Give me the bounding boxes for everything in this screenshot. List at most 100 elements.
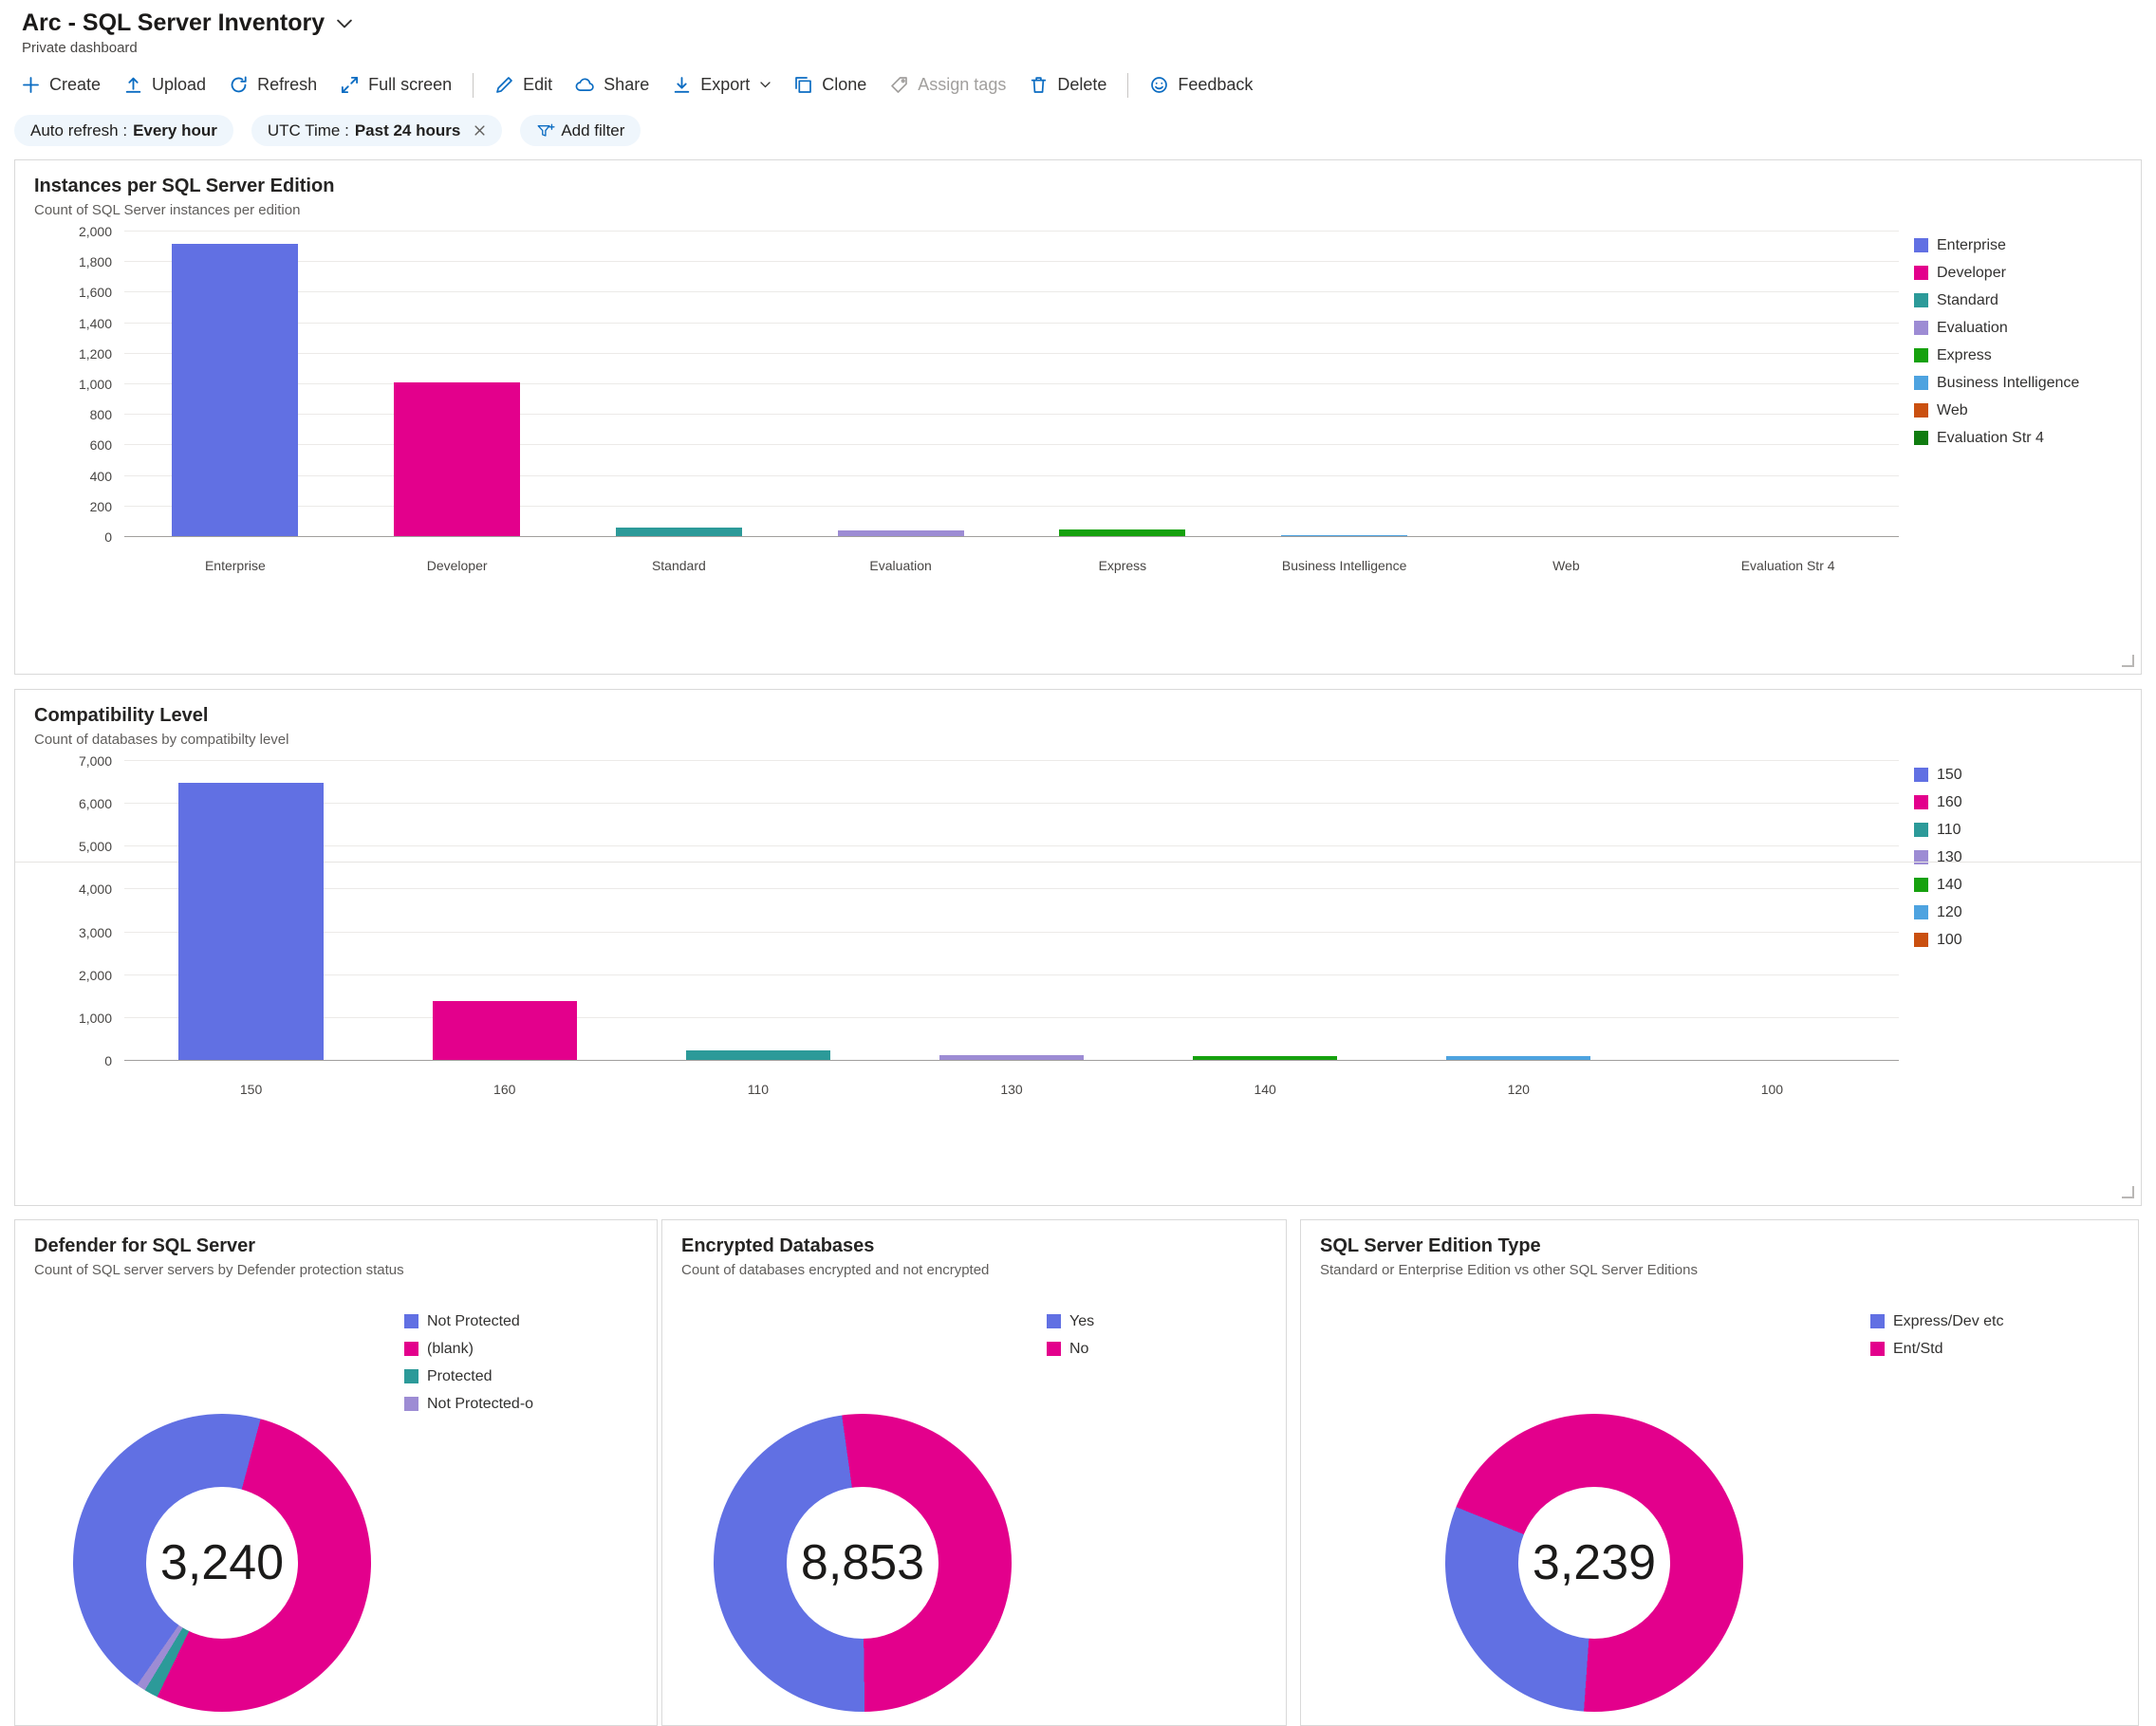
- bar-column: [790, 232, 1012, 537]
- chevron-down-icon[interactable]: [337, 19, 352, 28]
- bar-160[interactable]: [432, 1000, 577, 1061]
- legend-swatch: [1914, 850, 1928, 864]
- export-button[interactable]: Export: [660, 69, 782, 101]
- assign-tags-button: Assign tags: [878, 69, 1017, 101]
- bar-column: [124, 761, 378, 1061]
- upload-button[interactable]: Upload: [112, 69, 217, 101]
- bar-express[interactable]: [1059, 529, 1186, 537]
- encrypted-databases-tile[interactable]: Encrypted Databases Count of databases e…: [661, 1219, 1287, 1726]
- donut-hole: 3,240: [146, 1487, 298, 1639]
- legend-item: 140: [1914, 871, 2122, 899]
- export-label: Export: [700, 75, 751, 94]
- legend-item: Evaluation Str 4: [1914, 424, 2122, 452]
- x-tick-label: Developer: [426, 558, 488, 573]
- auto-refresh-filter[interactable]: Auto refresh : Every hour: [14, 115, 233, 146]
- legend-swatch: [1870, 1314, 1885, 1328]
- x-tick-label: Enterprise: [204, 558, 266, 573]
- x-tick-label: 130: [1000, 1082, 1023, 1097]
- y-tick-label: 2,000: [78, 967, 112, 983]
- gridline: [124, 536, 1899, 537]
- donut-total-value: 3,240: [159, 1535, 285, 1590]
- y-axis: 0 1,000 2,000 3,000 4,000 5,000 6,000 7,000: [34, 753, 124, 1068]
- legend-label: 110: [1937, 821, 1961, 838]
- tile-seam: [15, 862, 2141, 863]
- compatibility-chart-tile[interactable]: Compatibility Level Count of databases b…: [14, 689, 2142, 1206]
- bar-standard[interactable]: [615, 527, 742, 537]
- delete-button[interactable]: Delete: [1017, 69, 1118, 101]
- legend-item: Not Protected: [404, 1308, 533, 1335]
- tile-resize-handle[interactable]: [2122, 1186, 2134, 1198]
- legend-label: Ent/Std: [1893, 1340, 1943, 1357]
- gridlines: [124, 760, 1899, 1061]
- x-tick-label: Business Intelligence: [1281, 558, 1407, 573]
- x-tick-label: Web: [1552, 558, 1580, 573]
- x-tick-label: Evaluation: [869, 558, 932, 573]
- edition-type-donut[interactable]: 3,239: [1445, 1414, 1743, 1712]
- bar-developer[interactable]: [394, 382, 521, 537]
- legend-label: 100: [1937, 931, 1962, 948]
- plot-area: [124, 231, 1899, 537]
- gridline: [124, 845, 1899, 847]
- y-tick-label: 4,000: [78, 882, 112, 898]
- dashboard-grid: Instances per SQL Server Edition Count o…: [0, 159, 2156, 1726]
- upload-icon: [123, 75, 143, 95]
- legend-label: Express/Dev etc: [1893, 1312, 2004, 1329]
- y-tick-label: 600: [89, 437, 112, 454]
- bar-column: [568, 232, 790, 537]
- bar-110[interactable]: [685, 1050, 830, 1061]
- encrypted-donut[interactable]: 8,853: [714, 1414, 1012, 1712]
- bar-130[interactable]: [939, 1054, 1085, 1061]
- legend-label: Business Intelligence: [1937, 374, 2080, 391]
- refresh-button[interactable]: Refresh: [217, 69, 328, 101]
- bar-column: [378, 761, 631, 1061]
- bar-evaluation[interactable]: [837, 529, 964, 537]
- legend-item: Express/Dev etc: [1870, 1308, 2003, 1335]
- command-bar: Create Upload Refresh Full screen Edit S…: [9, 69, 2156, 101]
- clone-button[interactable]: Clone: [782, 69, 878, 101]
- legend-swatch: [1914, 795, 1928, 809]
- y-tick-label: 7,000: [78, 753, 112, 769]
- add-filter-button[interactable]: Add filter: [520, 115, 641, 146]
- legend-item: Web: [1914, 397, 2122, 424]
- utc-time-filter[interactable]: UTC Time : Past 24 hours: [251, 115, 503, 146]
- legend-swatch: [1914, 266, 1928, 280]
- gridline: [124, 1060, 1899, 1061]
- auto-refresh-label: Auto refresh :: [30, 121, 128, 139]
- bar-140[interactable]: [1193, 1055, 1338, 1061]
- refresh-label: Refresh: [257, 75, 318, 94]
- clone-label: Clone: [822, 75, 867, 94]
- toolbar-divider: [1127, 72, 1129, 98]
- edit-button[interactable]: Edit: [483, 69, 564, 101]
- y-tick-label: 2,000: [78, 224, 112, 239]
- bar-150[interactable]: [178, 782, 324, 1061]
- gridline: [124, 322, 1899, 324]
- edition-type-tile[interactable]: SQL Server Edition Type Standard or Ente…: [1300, 1219, 2139, 1726]
- create-button[interactable]: Create: [9, 69, 112, 101]
- legend-label: Web: [1937, 401, 1968, 418]
- chart-legend: Not Protected (blank) Protected Not Protect…: [404, 1308, 533, 1418]
- bar-column: [346, 232, 568, 537]
- close-icon[interactable]: [474, 124, 486, 137]
- x-tick-label: 110: [747, 1082, 770, 1097]
- fullscreen-button[interactable]: Full screen: [328, 69, 463, 101]
- legend-label: Developer: [1937, 264, 2006, 281]
- gridline: [124, 474, 1899, 476]
- bar-enterprise[interactable]: [172, 243, 299, 537]
- chart-title: Compatibility Level: [34, 705, 209, 726]
- chart-title: SQL Server Edition Type: [1320, 1235, 1541, 1256]
- trash-icon: [1029, 75, 1049, 95]
- x-tick-label: 140: [1254, 1082, 1276, 1097]
- legend-label: Not Protected-o: [427, 1395, 534, 1412]
- bar-column: [1645, 761, 1899, 1061]
- gridline: [124, 760, 1899, 761]
- tile-resize-handle[interactable]: [2122, 655, 2134, 667]
- bar-120[interactable]: [1446, 1056, 1591, 1061]
- feedback-button[interactable]: Feedback: [1138, 69, 1264, 101]
- share-button[interactable]: Share: [564, 69, 660, 101]
- legend-item: 100: [1914, 926, 2122, 954]
- pencil-icon: [494, 75, 514, 95]
- defender-donut[interactable]: 3,240: [73, 1414, 371, 1712]
- chart-legend: Yes No: [1047, 1308, 1094, 1363]
- defender-tile[interactable]: Defender for SQL Server Count of SQL ser…: [14, 1219, 658, 1726]
- instances-chart-tile[interactable]: Instances per SQL Server Edition Count o…: [14, 159, 2142, 675]
